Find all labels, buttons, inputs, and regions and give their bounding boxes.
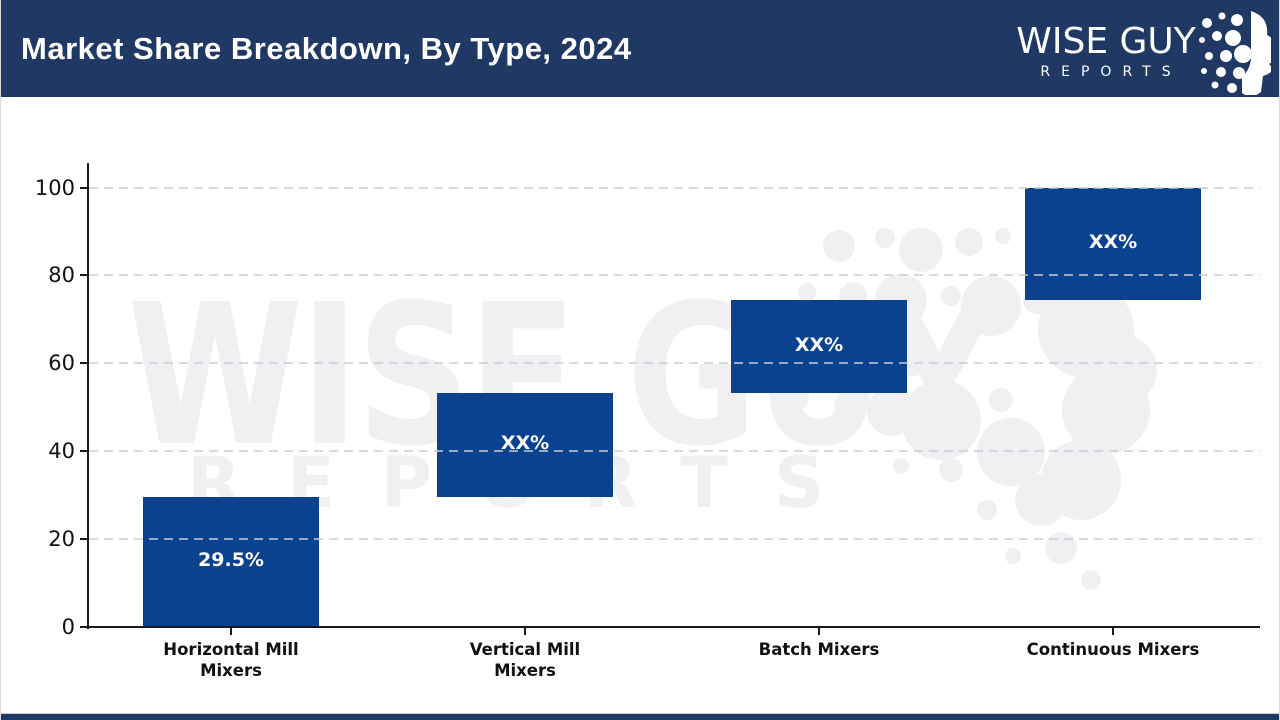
watermark-dots-icon bbox=[785, 228, 1157, 590]
x-tick-mark bbox=[1112, 628, 1114, 635]
bar-horizontal-mill-mixers bbox=[143, 497, 319, 627]
y-tick-label: 80 bbox=[48, 263, 75, 288]
x-axis-spine bbox=[88, 626, 1260, 628]
logo-head-icon bbox=[1199, 11, 1271, 95]
wiseguy-logo: WISE GUY REPORTS bbox=[1011, 5, 1273, 95]
y-gridline bbox=[89, 362, 1260, 365]
footer-bar bbox=[1, 713, 1279, 720]
logo-tagline: REPORTS bbox=[1040, 64, 1182, 80]
y-tick-mark bbox=[80, 274, 88, 277]
y-tick-mark bbox=[80, 362, 88, 365]
x-tick-label-line: Batch Mixers bbox=[758, 640, 880, 659]
bar-value-label: XX% bbox=[794, 333, 844, 356]
x-tick-label-batch-mixers: Batch Mixers bbox=[699, 639, 939, 660]
y-tick-mark bbox=[80, 450, 88, 453]
bar-continuous-mixers bbox=[1025, 187, 1201, 300]
bar-value-label: 29.5% bbox=[198, 549, 264, 572]
plot-area: 0 20 40 60 80 100 29.5% XX% XX% XX% Horizontal Mil… bbox=[1, 97, 1279, 714]
x-tick-label-horizontal-mill-mixers: Horizontal Mill Mixers bbox=[111, 639, 351, 681]
x-tick-label-vertical-mill-mixers: Vertical Mill Mixers bbox=[405, 639, 645, 681]
y-tick-mark bbox=[80, 626, 88, 628]
x-tick-label-line: Vertical Mill bbox=[469, 640, 581, 659]
y-gridline bbox=[89, 450, 1260, 453]
y-gridline bbox=[89, 538, 1260, 541]
x-tick-mark bbox=[818, 628, 820, 635]
bar-vertical-mill-mixers bbox=[437, 393, 613, 498]
y-gridline bbox=[89, 274, 1260, 277]
bar-value-label: XX% bbox=[1088, 230, 1138, 253]
logo-text: WISE GUY REPORTS bbox=[1011, 21, 1201, 81]
logo-name: WISE GUY bbox=[1016, 21, 1196, 62]
y-gridline bbox=[89, 186, 1260, 189]
bar-value-label: XX% bbox=[500, 432, 550, 455]
x-tick-label-continuous-mixers: Continuous Mixers bbox=[993, 639, 1233, 660]
y-tick-label: 20 bbox=[48, 527, 75, 552]
y-axis-spine bbox=[87, 163, 89, 629]
x-tick-label-line: Continuous Mixers bbox=[1026, 640, 1200, 659]
x-tick-label-line: Horizontal Mill bbox=[163, 640, 299, 659]
y-tick-mark bbox=[80, 186, 88, 189]
x-tick-mark bbox=[230, 628, 232, 635]
x-tick-label-line: Mixers bbox=[494, 661, 556, 680]
y-tick-label: 40 bbox=[48, 439, 75, 464]
y-tick-mark bbox=[80, 538, 88, 541]
x-tick-label-line: Mixers bbox=[200, 661, 262, 680]
y-tick-label: 100 bbox=[34, 175, 75, 200]
y-tick-label: 60 bbox=[48, 351, 75, 376]
header-bar: Market Share Breakdown, By Type, 2024 WI… bbox=[1, 0, 1279, 97]
x-tick-mark bbox=[524, 628, 526, 635]
bar-batch-mixers bbox=[731, 300, 907, 394]
page-title: Market Share Breakdown, By Type, 2024 bbox=[21, 30, 632, 66]
y-tick-label: 0 bbox=[61, 615, 75, 639]
